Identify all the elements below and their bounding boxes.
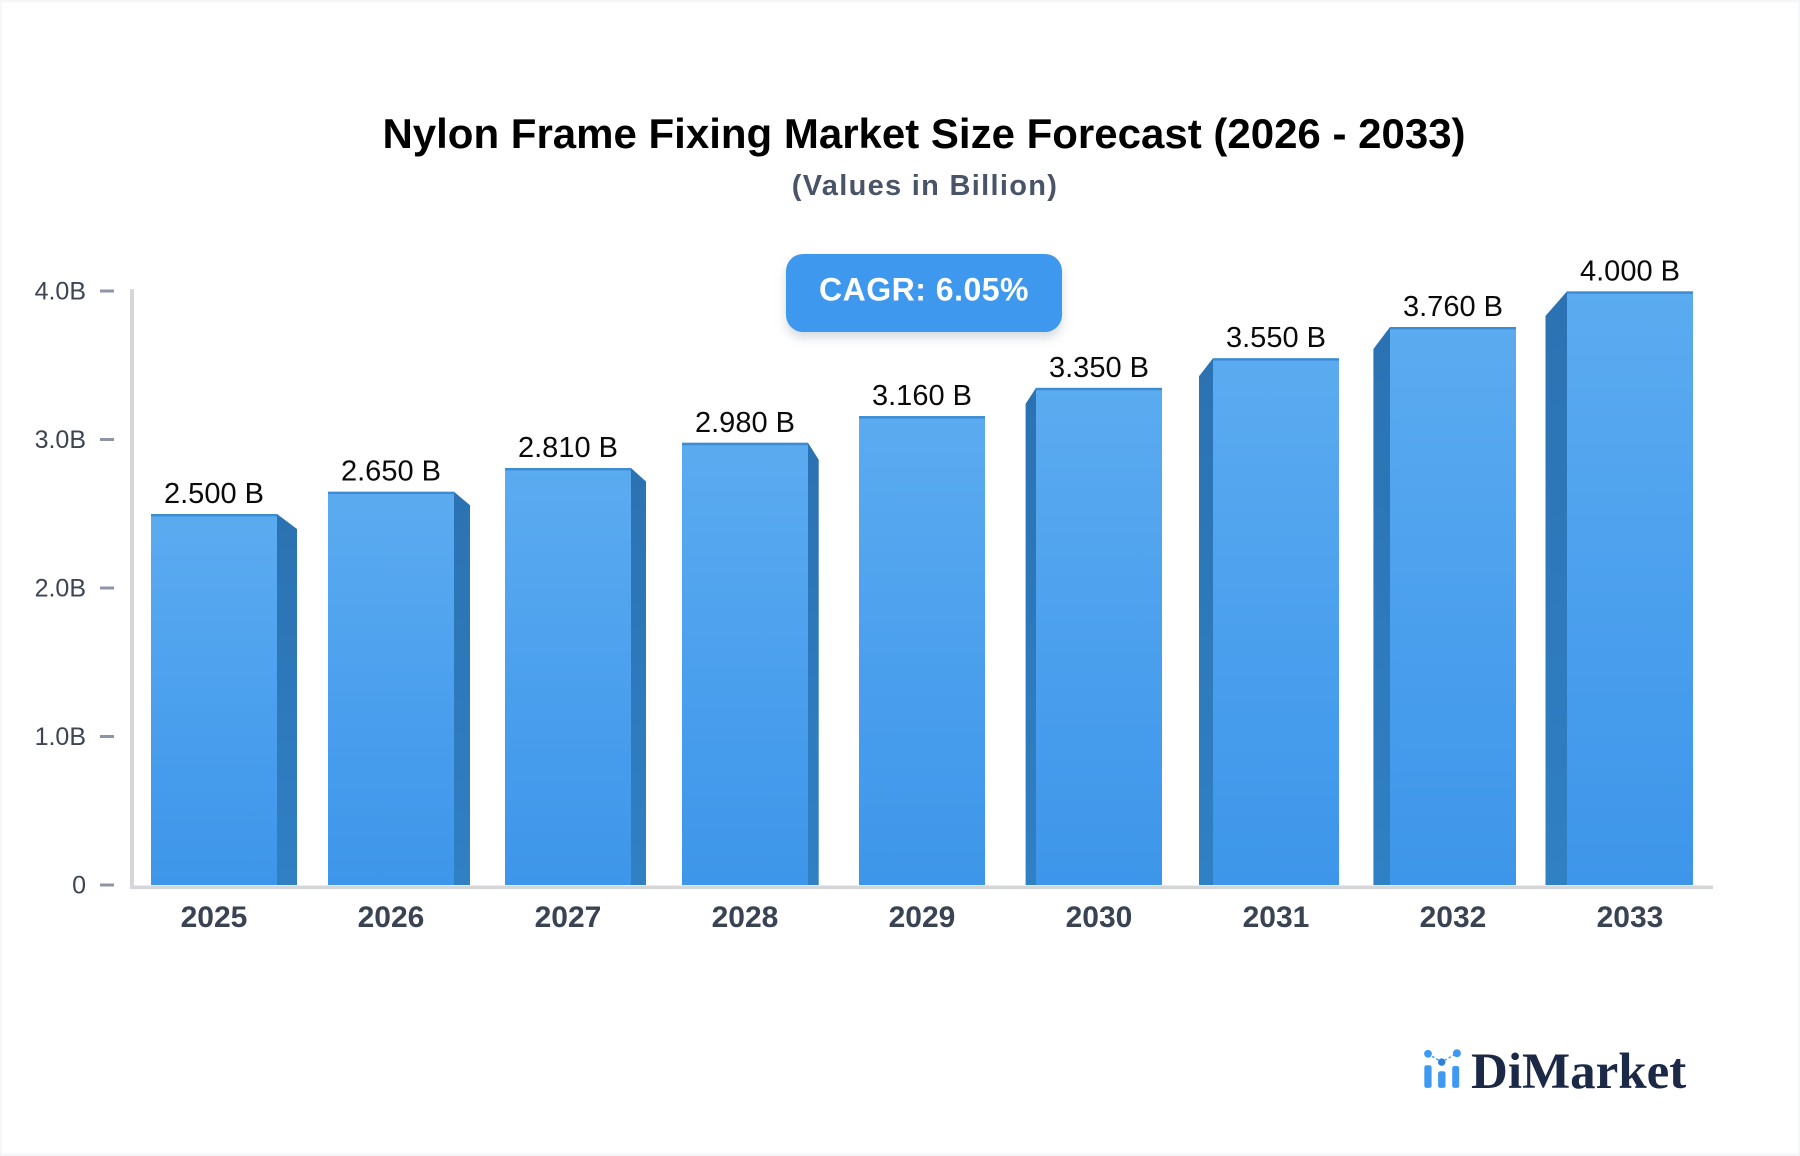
svg-text:4.0B: 4.0B xyxy=(35,278,86,306)
svg-text:CAGR: 6.05%: CAGR: 6.05% xyxy=(819,272,1029,308)
svg-text:3.160 B: 3.160 B xyxy=(872,380,972,412)
svg-text:2030: 2030 xyxy=(1066,901,1133,934)
svg-text:2032: 2032 xyxy=(1420,901,1487,934)
svg-text:2033: 2033 xyxy=(1597,901,1664,934)
svg-text:2027: 2027 xyxy=(535,901,602,934)
svg-text:2.650 B: 2.650 B xyxy=(341,456,441,488)
svg-text:2.980 B: 2.980 B xyxy=(695,407,795,439)
svg-text:3.760 B: 3.760 B xyxy=(1403,291,1503,323)
svg-text:3.350 B: 3.350 B xyxy=(1049,352,1149,384)
svg-text:2026: 2026 xyxy=(358,901,425,934)
svg-text:2025: 2025 xyxy=(181,901,248,934)
svg-text:(Values in Billion): (Values in Billion) xyxy=(792,170,1058,202)
svg-text:3.550 B: 3.550 B xyxy=(1226,322,1326,354)
svg-text:3.0B: 3.0B xyxy=(35,426,86,454)
svg-text:4.000 B: 4.000 B xyxy=(1580,255,1680,287)
svg-text:0: 0 xyxy=(72,872,86,900)
svg-text:1.0B: 1.0B xyxy=(35,723,86,751)
svg-text:Nylon Frame Fixing Market Size: Nylon Frame Fixing Market Size Forecast … xyxy=(382,110,1465,157)
svg-text:2.0B: 2.0B xyxy=(35,575,86,603)
svg-text:2.810 B: 2.810 B xyxy=(518,432,618,464)
svg-text:2028: 2028 xyxy=(712,901,779,934)
svg-text:DiMarket: DiMarket xyxy=(1471,1044,1686,1100)
svg-text:2029: 2029 xyxy=(889,901,956,934)
svg-text:2.500 B: 2.500 B xyxy=(164,478,264,510)
svg-text:2031: 2031 xyxy=(1243,901,1310,934)
